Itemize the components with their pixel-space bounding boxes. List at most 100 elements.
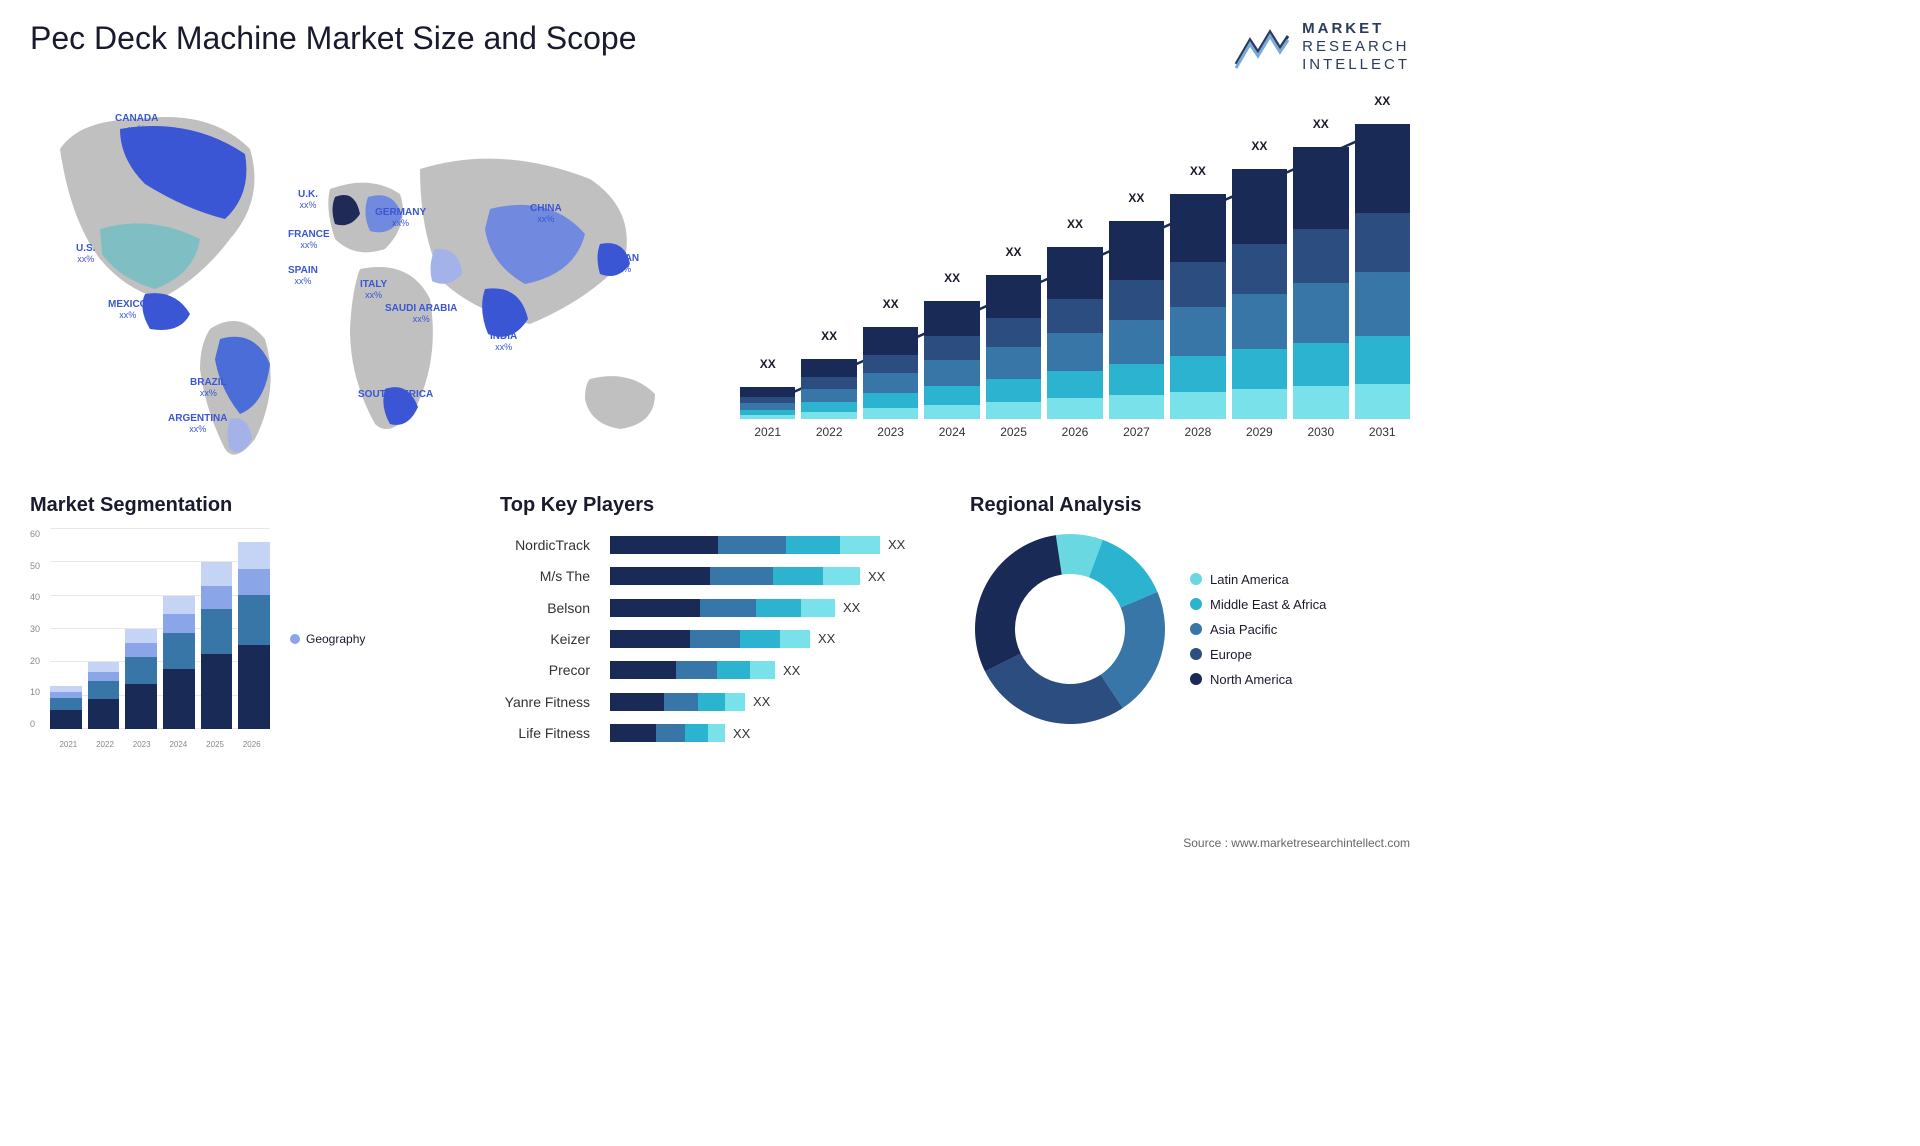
growth-bar: XX2023 bbox=[863, 327, 918, 439]
player-label: Belson bbox=[500, 600, 590, 616]
legend-dot bbox=[1190, 673, 1202, 685]
bar-value-label: XX bbox=[760, 357, 776, 371]
player-value: XX bbox=[753, 694, 770, 709]
logo-line2: RESEARCH bbox=[1302, 38, 1410, 56]
map-label: CHINAxx% bbox=[530, 203, 562, 225]
map-label: U.S.xx% bbox=[76, 243, 95, 265]
player-row: XX bbox=[610, 536, 940, 554]
year-label: 2027 bbox=[1123, 425, 1150, 439]
year-label: 2029 bbox=[1246, 425, 1273, 439]
source-text: Source : www.marketresearchintellect.com bbox=[1183, 836, 1410, 850]
map-label: JAPANxx% bbox=[606, 253, 639, 275]
world-map: CANADAxx%U.S.xx%MEXICOxx%BRAZILxx%ARGENT… bbox=[30, 89, 710, 469]
player-row: XX bbox=[610, 661, 940, 679]
player-label: Yanre Fitness bbox=[500, 694, 590, 710]
seg-bar bbox=[163, 596, 195, 729]
header: Pec Deck Machine Market Size and Scope M… bbox=[30, 20, 1410, 74]
legend-item: Asia Pacific bbox=[1190, 622, 1326, 637]
player-value: XX bbox=[818, 631, 835, 646]
growth-bar: XX2026 bbox=[1047, 247, 1102, 439]
player-labels: NordicTrackM/s TheBelsonKeizerPrecorYanr… bbox=[500, 529, 590, 749]
regional-legend: Latin America Middle East & Africa Asia Pa… bbox=[1190, 572, 1326, 687]
growth-bar: XX2021 bbox=[740, 387, 795, 439]
legend-dot bbox=[1190, 623, 1202, 635]
bar-value-label: XX bbox=[1374, 94, 1390, 108]
logo-line1: MARKET bbox=[1302, 20, 1410, 38]
player-label: NordicTrack bbox=[500, 537, 590, 553]
growth-bar: XX2022 bbox=[801, 359, 856, 439]
bar-value-label: XX bbox=[821, 329, 837, 343]
year-label: 2025 bbox=[1000, 425, 1027, 439]
bar-value-label: XX bbox=[1190, 164, 1206, 178]
player-bars-chart: XX XX XX XX XX XX XX bbox=[610, 529, 940, 749]
seg-bar bbox=[50, 686, 82, 729]
players-title: Top Key Players bbox=[500, 494, 940, 517]
segmentation-title: Market Segmentation bbox=[30, 494, 470, 517]
legend-dot bbox=[1190, 573, 1202, 585]
legend-label: Geography bbox=[306, 632, 365, 646]
players-panel: Top Key Players NordicTrack M/s The Belson… bbox=[500, 494, 940, 749]
map-label: SPAINxx% bbox=[288, 265, 318, 287]
regional-panel: Regional Analysis Latin America Middle Ea… bbox=[970, 494, 1410, 749]
logo-icon bbox=[1232, 22, 1292, 72]
donut-slice bbox=[975, 535, 1062, 671]
bar-value-label: XX bbox=[1251, 139, 1267, 153]
year-label: 2022 bbox=[816, 425, 843, 439]
bar-value-label: XX bbox=[1006, 245, 1022, 259]
growth-bar: XX2027 bbox=[1109, 221, 1164, 439]
bar-value-label: XX bbox=[1128, 191, 1144, 205]
growth-bar: XX2030 bbox=[1293, 147, 1348, 439]
page-title: Pec Deck Machine Market Size and Scope bbox=[30, 20, 637, 57]
year-label: 2024 bbox=[939, 425, 966, 439]
map-label: GERMANYxx% bbox=[375, 207, 426, 229]
year-label: 2023 bbox=[877, 425, 904, 439]
player-value: XX bbox=[733, 726, 750, 741]
seg-bar bbox=[125, 629, 157, 729]
seg-bar bbox=[201, 562, 233, 729]
donut-chart bbox=[970, 529, 1170, 729]
year-label: 2021 bbox=[754, 425, 781, 439]
bar-value-label: XX bbox=[944, 271, 960, 285]
growth-chart: XX2021XX2022XX2023XX2024XX2025XX2026XX20… bbox=[740, 89, 1410, 469]
map-label: ARGENTINAxx% bbox=[168, 413, 227, 435]
map-label: SOUTH AFRICAxx% bbox=[358, 389, 433, 411]
year-label: 2030 bbox=[1307, 425, 1334, 439]
regional-title: Regional Analysis bbox=[970, 494, 1410, 517]
legend-text: Latin America bbox=[1210, 572, 1289, 587]
growth-bar: XX2029 bbox=[1232, 169, 1287, 439]
map-label: U.K.xx% bbox=[298, 189, 318, 211]
segmentation-panel: Market Segmentation 0102030405060 202120… bbox=[30, 494, 470, 749]
bar-value-label: XX bbox=[1067, 217, 1083, 231]
map-label: FRANCExx% bbox=[288, 229, 330, 251]
segmentation-legend: Geography bbox=[290, 632, 365, 646]
player-value: XX bbox=[868, 569, 885, 584]
legend-text: Europe bbox=[1210, 647, 1252, 662]
legend-item: Latin America bbox=[1190, 572, 1326, 587]
legend-item: North America bbox=[1190, 672, 1326, 687]
year-label: 2031 bbox=[1369, 425, 1396, 439]
map-label: SAUDI ARABIAxx% bbox=[385, 303, 457, 325]
legend-text: North America bbox=[1210, 672, 1292, 687]
player-row: XX bbox=[610, 630, 940, 648]
year-label: 2028 bbox=[1185, 425, 1212, 439]
legend-dot bbox=[1190, 648, 1202, 660]
logo-line3: INTELLECT bbox=[1302, 56, 1410, 74]
player-label: M/s The bbox=[500, 568, 590, 584]
player-row: XX bbox=[610, 599, 940, 617]
growth-bar: XX2031 bbox=[1355, 124, 1410, 439]
player-value: XX bbox=[783, 663, 800, 678]
legend-dot bbox=[1190, 598, 1202, 610]
player-value: XX bbox=[843, 600, 860, 615]
growth-bar: XX2025 bbox=[986, 275, 1041, 439]
bar-value-label: XX bbox=[1313, 117, 1329, 131]
map-label: ITALYxx% bbox=[360, 279, 387, 301]
legend-text: Asia Pacific bbox=[1210, 622, 1277, 637]
player-row: XX bbox=[610, 693, 940, 711]
player-label: Precor bbox=[500, 662, 590, 678]
seg-bar bbox=[238, 542, 270, 729]
player-row: XX bbox=[610, 567, 940, 585]
legend-dot bbox=[290, 634, 300, 644]
map-label: INDIAxx% bbox=[490, 331, 517, 353]
player-value: XX bbox=[888, 537, 905, 552]
legend-item: Middle East & Africa bbox=[1190, 597, 1326, 612]
